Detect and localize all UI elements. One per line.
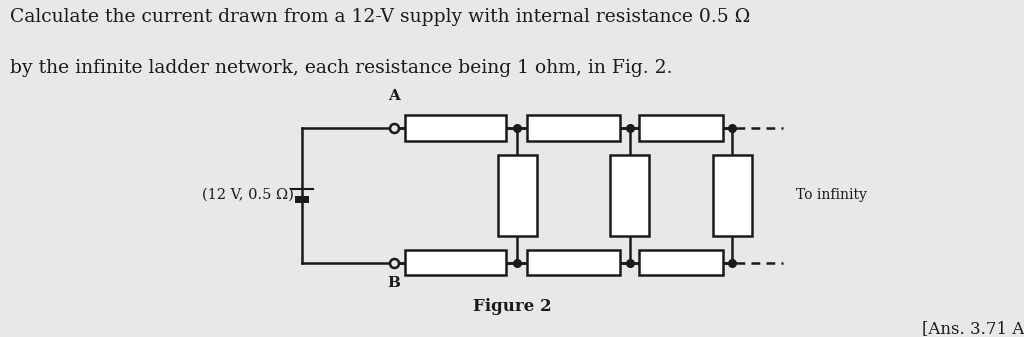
Bar: [406, 115, 506, 141]
Bar: [406, 250, 506, 276]
Text: Figure 2: Figure 2: [473, 298, 551, 315]
Text: To infinity: To infinity: [796, 188, 866, 203]
Text: (12 V, 0.5 Ω): (12 V, 0.5 Ω): [202, 187, 294, 202]
Bar: [295, 196, 309, 203]
Bar: [498, 155, 537, 236]
Text: B: B: [388, 276, 400, 290]
Bar: [639, 115, 723, 141]
Bar: [527, 250, 620, 276]
Bar: [527, 115, 620, 141]
Bar: [713, 155, 752, 236]
Text: [Ans. 3.71 A: [Ans. 3.71 A: [922, 320, 1024, 337]
Text: by the infinite ladder network, each resistance being 1 ohm, in Fig. 2.: by the infinite ladder network, each res…: [10, 59, 673, 77]
Bar: [610, 155, 649, 236]
Text: A: A: [388, 89, 400, 103]
Text: Calculate the current drawn from a 12-V supply with internal resistance 0.5 Ω: Calculate the current drawn from a 12-V …: [10, 8, 751, 26]
Bar: [639, 250, 723, 276]
